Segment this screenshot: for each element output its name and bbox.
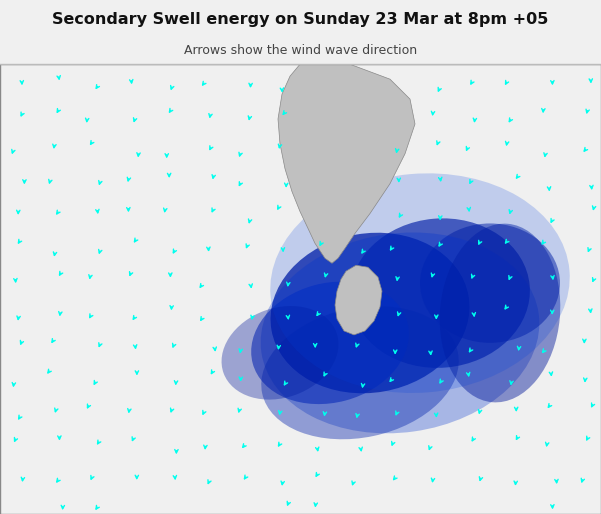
Text: Arrows show the wind wave direction: Arrows show the wind wave direction	[184, 44, 417, 57]
Ellipse shape	[261, 232, 539, 433]
Ellipse shape	[222, 306, 338, 399]
Text: Secondary Swell energy on Sunday 23 Mar at 8pm +05: Secondary Swell energy on Sunday 23 Mar …	[52, 12, 549, 27]
Ellipse shape	[440, 224, 560, 402]
Ellipse shape	[420, 224, 560, 343]
Polygon shape	[278, 64, 415, 263]
Ellipse shape	[261, 306, 459, 439]
Ellipse shape	[270, 173, 570, 393]
Polygon shape	[335, 265, 382, 335]
Ellipse shape	[251, 282, 409, 404]
Ellipse shape	[270, 233, 469, 393]
Ellipse shape	[350, 218, 530, 368]
